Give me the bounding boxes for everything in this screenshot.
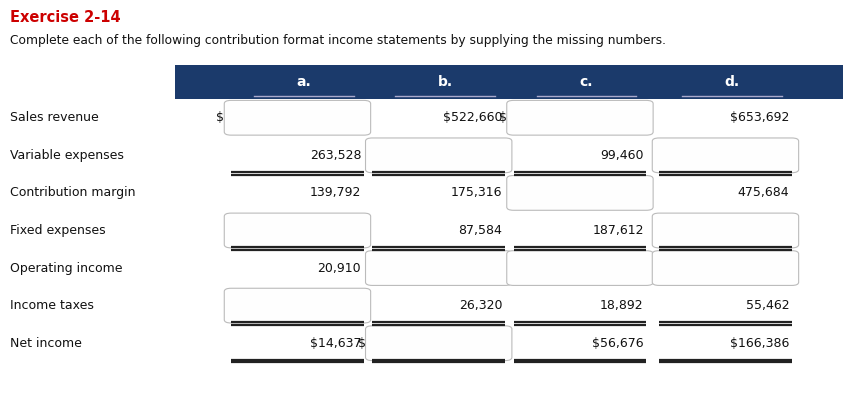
Text: 175,316: 175,316 [451,186,502,200]
FancyBboxPatch shape [652,138,799,173]
Text: Operating income: Operating income [10,261,122,275]
Text: 20,910: 20,910 [318,261,361,275]
Text: $56,676: $56,676 [592,337,644,350]
FancyBboxPatch shape [507,101,653,135]
Text: Income taxes: Income taxes [10,299,94,312]
Text: $: $ [217,111,224,124]
Text: 475,684: 475,684 [738,186,789,200]
FancyBboxPatch shape [652,250,799,285]
Text: d.: d. [724,75,740,89]
Text: 99,460: 99,460 [600,149,644,162]
Text: b.: b. [437,75,453,89]
FancyBboxPatch shape [224,288,371,323]
Text: 263,528: 263,528 [310,149,361,162]
FancyBboxPatch shape [507,176,653,210]
Text: $14,637: $14,637 [310,337,361,350]
Text: $653,692: $653,692 [730,111,789,124]
Text: Sales revenue: Sales revenue [10,111,99,124]
Text: 187,612: 187,612 [592,224,644,237]
Text: c.: c. [580,75,593,89]
Text: 26,320: 26,320 [459,299,502,312]
FancyBboxPatch shape [224,101,371,135]
Text: Net income: Net income [10,337,82,350]
Text: $522,660: $522,660 [443,111,502,124]
Text: $: $ [358,337,366,350]
FancyBboxPatch shape [366,250,512,285]
Text: $: $ [499,111,507,124]
Text: 55,462: 55,462 [746,299,789,312]
FancyBboxPatch shape [507,250,653,285]
Text: 18,892: 18,892 [600,299,644,312]
Text: Complete each of the following contribution format income statements by supplyin: Complete each of the following contribut… [10,34,666,47]
Text: a.: a. [296,75,312,89]
Text: Exercise 2-14: Exercise 2-14 [10,10,121,25]
Text: Variable expenses: Variable expenses [10,149,124,162]
Text: 139,792: 139,792 [310,186,361,200]
FancyBboxPatch shape [366,138,512,173]
Bar [175,65,843,99]
FancyBboxPatch shape [366,326,512,361]
Text: Contribution margin: Contribution margin [10,186,136,200]
Text: 87,584: 87,584 [459,224,502,237]
FancyBboxPatch shape [224,213,371,248]
Text: $166,386: $166,386 [730,337,789,350]
Text: Fixed expenses: Fixed expenses [10,224,106,237]
FancyBboxPatch shape [652,213,799,248]
